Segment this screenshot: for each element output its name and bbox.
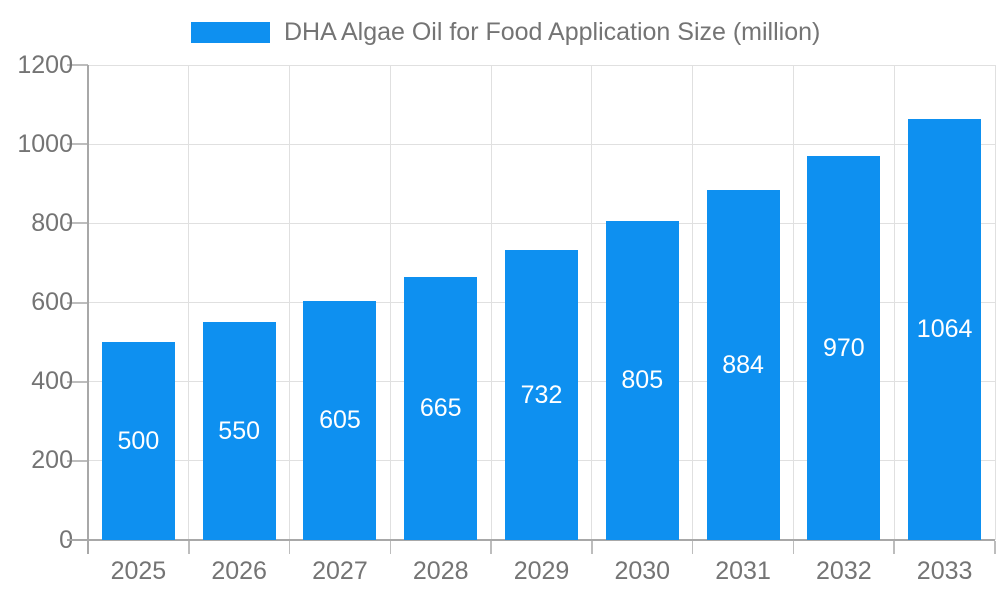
vertical-gridline [792, 65, 794, 540]
x-axis-category-label: 2026 [211, 557, 267, 585]
x-axis-tick [490, 541, 492, 554]
y-axis-tick-label: 400 [31, 367, 73, 396]
vertical-gridline [289, 65, 291, 540]
bar-value-label: 665 [419, 393, 462, 422]
vertical-gridline [490, 65, 492, 540]
x-axis-category-label: 2030 [614, 557, 671, 585]
x-axis-tick [994, 541, 996, 554]
legend-label: DHA Algae Oil for Food Application Size … [284, 18, 821, 46]
bar: 500 [101, 342, 175, 540]
bar-value-label: 1064 [916, 314, 973, 343]
x-axis-tick [591, 541, 593, 554]
x-axis-category-label: 2025 [110, 557, 167, 585]
vertical-gridline [893, 65, 895, 540]
bar-value-label: 500 [117, 426, 160, 455]
legend-swatch[interactable] [191, 22, 270, 43]
y-axis-tick-label: 1200 [17, 50, 73, 79]
x-axis-tick [389, 541, 392, 554]
x-axis-tick [691, 541, 694, 554]
x-axis-tick [792, 541, 795, 554]
horizontal-gridline [88, 64, 995, 66]
y-axis-line [86, 65, 89, 554]
bar-value-label: 970 [822, 333, 865, 362]
y-axis-tick-label: 0 [59, 525, 73, 554]
x-axis-category-label: 2033 [916, 557, 973, 585]
bar: 605 [303, 300, 377, 540]
bar: 805 [605, 221, 679, 540]
bar: 1064 [908, 118, 982, 540]
bar: 884 [706, 190, 780, 540]
x-axis-category-label: 2028 [412, 557, 469, 585]
vertical-gridline [389, 65, 391, 540]
x-axis-tick [288, 541, 291, 554]
vertical-gridline [591, 65, 593, 540]
y-axis-tick-label: 600 [31, 288, 73, 316]
bar-value-label: 805 [621, 366, 664, 395]
x-axis-category-label: 2031 [715, 557, 771, 585]
vertical-gridline [994, 65, 996, 540]
vertical-gridline [692, 65, 694, 540]
bar: 732 [505, 250, 578, 540]
x-axis-category-label: 2032 [816, 557, 872, 585]
bar-value-label: 884 [722, 350, 764, 379]
y-axis-tick-label: 200 [31, 446, 73, 475]
x-axis-tick [188, 541, 190, 554]
horizontal-gridline [88, 143, 995, 145]
bar: 550 [202, 322, 276, 540]
x-axis-category-label: 2029 [513, 557, 570, 585]
bar-value-label: 605 [319, 405, 361, 434]
y-axis-tick-label: 1000 [17, 129, 73, 158]
bar-value-label: 550 [218, 416, 261, 445]
bar-value-label: 732 [520, 380, 563, 409]
bar: 665 [404, 276, 478, 540]
x-axis-category-label: 2027 [312, 557, 368, 585]
vertical-gridline [188, 65, 190, 540]
x-axis-tick [893, 541, 895, 554]
bar: 970 [807, 156, 881, 540]
legend: DHA Algae Oil for Food Application Size … [191, 20, 820, 45]
y-axis-tick-label: 800 [31, 208, 73, 237]
